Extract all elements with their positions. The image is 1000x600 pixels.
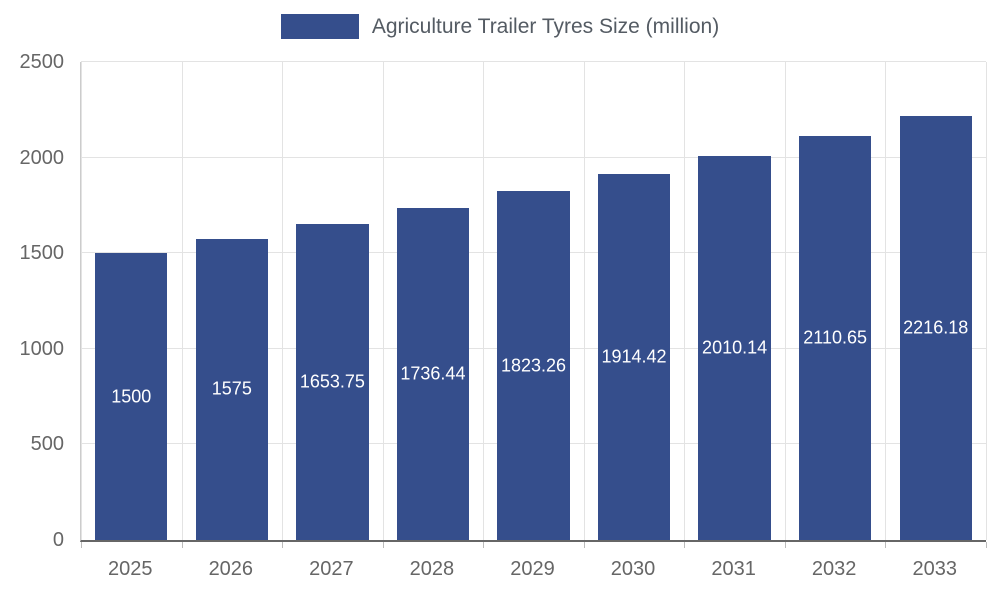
bar-2025[interactable]: 1500: [95, 253, 168, 540]
x-tick-label: 2033: [912, 558, 957, 580]
bar-value-label: 1914.42: [601, 346, 667, 367]
y-tick-label: 2000: [19, 146, 65, 169]
x-tick-label: 2027: [309, 558, 354, 580]
bar-value-label: 1500: [111, 386, 152, 407]
bar-value-label: 2110.65: [803, 327, 868, 348]
y-tick-label: 1000: [19, 337, 65, 360]
x-tick-mark: [382, 542, 384, 548]
v-gridline: [784, 62, 786, 540]
legend: Agriculture Trailer Tyres Size (million): [0, 14, 1000, 39]
x-tick-mark: [483, 542, 485, 548]
bar-value-label: 1736.44: [400, 363, 466, 384]
legend-swatch: [280, 14, 359, 39]
x-tick-mark: [583, 542, 585, 548]
bar-2029[interactable]: 1823.26: [497, 191, 570, 540]
plot-area: 1500 1575 1653.75 1736.44 1823.26 1914.42 2010…: [80, 61, 987, 548]
bar-value-label: 1823.26: [500, 355, 567, 376]
v-gridline: [181, 62, 183, 540]
x-tick-mark: [684, 542, 686, 548]
y-tick-label: 0: [52, 529, 64, 551]
v-gridline: [382, 62, 384, 540]
y-axis-labels: 0 500 1000 1500 2000 2500: [0, 52, 70, 550]
y-tick-label: 1500: [19, 242, 65, 265]
bar-2027[interactable]: 1653.75: [296, 223, 369, 540]
bar-2030[interactable]: 1914.42: [597, 173, 671, 540]
v-gridline: [885, 62, 887, 540]
bar-value-label: 1575: [211, 378, 252, 399]
v-gridline: [282, 62, 284, 540]
x-tick-mark: [282, 542, 284, 548]
h-gridline: [81, 61, 986, 62]
x-tick-label: 2026: [208, 558, 254, 580]
x-tick-mark: [885, 542, 887, 548]
h-gridline: [81, 156, 986, 158]
bar-value-label: 2216.18: [903, 317, 969, 338]
bar-2026[interactable]: 1575: [195, 238, 269, 540]
v-gridline: [684, 62, 686, 540]
x-axis-labels: 2025 2026 2027 2028 2029 2030 2031 2032 2033: [80, 558, 985, 588]
x-tick-label: 2028: [409, 558, 455, 580]
bar-value-label: 1653.75: [299, 371, 365, 392]
bar-value-label: 2010.14: [702, 337, 768, 358]
v-gridline: [583, 62, 585, 540]
v-gridline: [483, 62, 485, 540]
v-gridline: [81, 62, 82, 540]
x-tick-label: 2025: [108, 558, 153, 580]
bar-2028[interactable]: 1736.44: [396, 208, 470, 540]
x-tick-mark: [784, 542, 786, 548]
x-tick-mark: [81, 542, 82, 548]
bar-2033[interactable]: 2216.18: [899, 116, 972, 540]
x-tick-label: 2030: [610, 558, 656, 580]
legend-label: Agriculture Trailer Tyres Size (million): [371, 14, 720, 38]
bar-2032[interactable]: 2110.65: [798, 136, 872, 540]
x-tick-mark: [986, 542, 987, 548]
x-tick-mark: [181, 542, 183, 548]
bar-2031[interactable]: 2010.14: [698, 155, 771, 540]
v-gridline: [986, 62, 987, 540]
x-tick-label: 2032: [811, 558, 857, 580]
y-tick-label: 2500: [19, 51, 65, 73]
legend-item[interactable]: Agriculture Trailer Tyres Size (million): [280, 14, 720, 39]
x-tick-label: 2029: [510, 558, 555, 580]
x-tick-label: 2031: [711, 558, 756, 580]
y-tick-label: 500: [30, 433, 64, 456]
